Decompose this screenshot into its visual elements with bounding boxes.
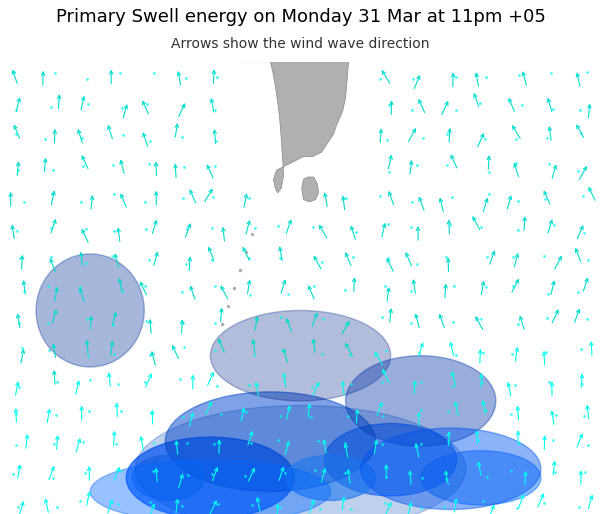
Ellipse shape: [325, 424, 457, 496]
Ellipse shape: [346, 356, 496, 446]
Ellipse shape: [36, 254, 144, 367]
Ellipse shape: [135, 406, 466, 514]
Text: Primary Swell energy on Monday 31 Mar at 11pm +05: Primary Swell energy on Monday 31 Mar at…: [55, 8, 546, 26]
Polygon shape: [237, 62, 349, 193]
Ellipse shape: [165, 392, 376, 491]
Ellipse shape: [210, 310, 391, 401]
Polygon shape: [302, 177, 319, 202]
Ellipse shape: [361, 428, 541, 509]
Text: Arrows show the wind wave direction: Arrows show the wind wave direction: [171, 38, 430, 51]
Ellipse shape: [421, 451, 541, 505]
Ellipse shape: [132, 455, 204, 501]
Ellipse shape: [285, 455, 376, 501]
Ellipse shape: [126, 437, 294, 514]
Ellipse shape: [90, 460, 331, 514]
